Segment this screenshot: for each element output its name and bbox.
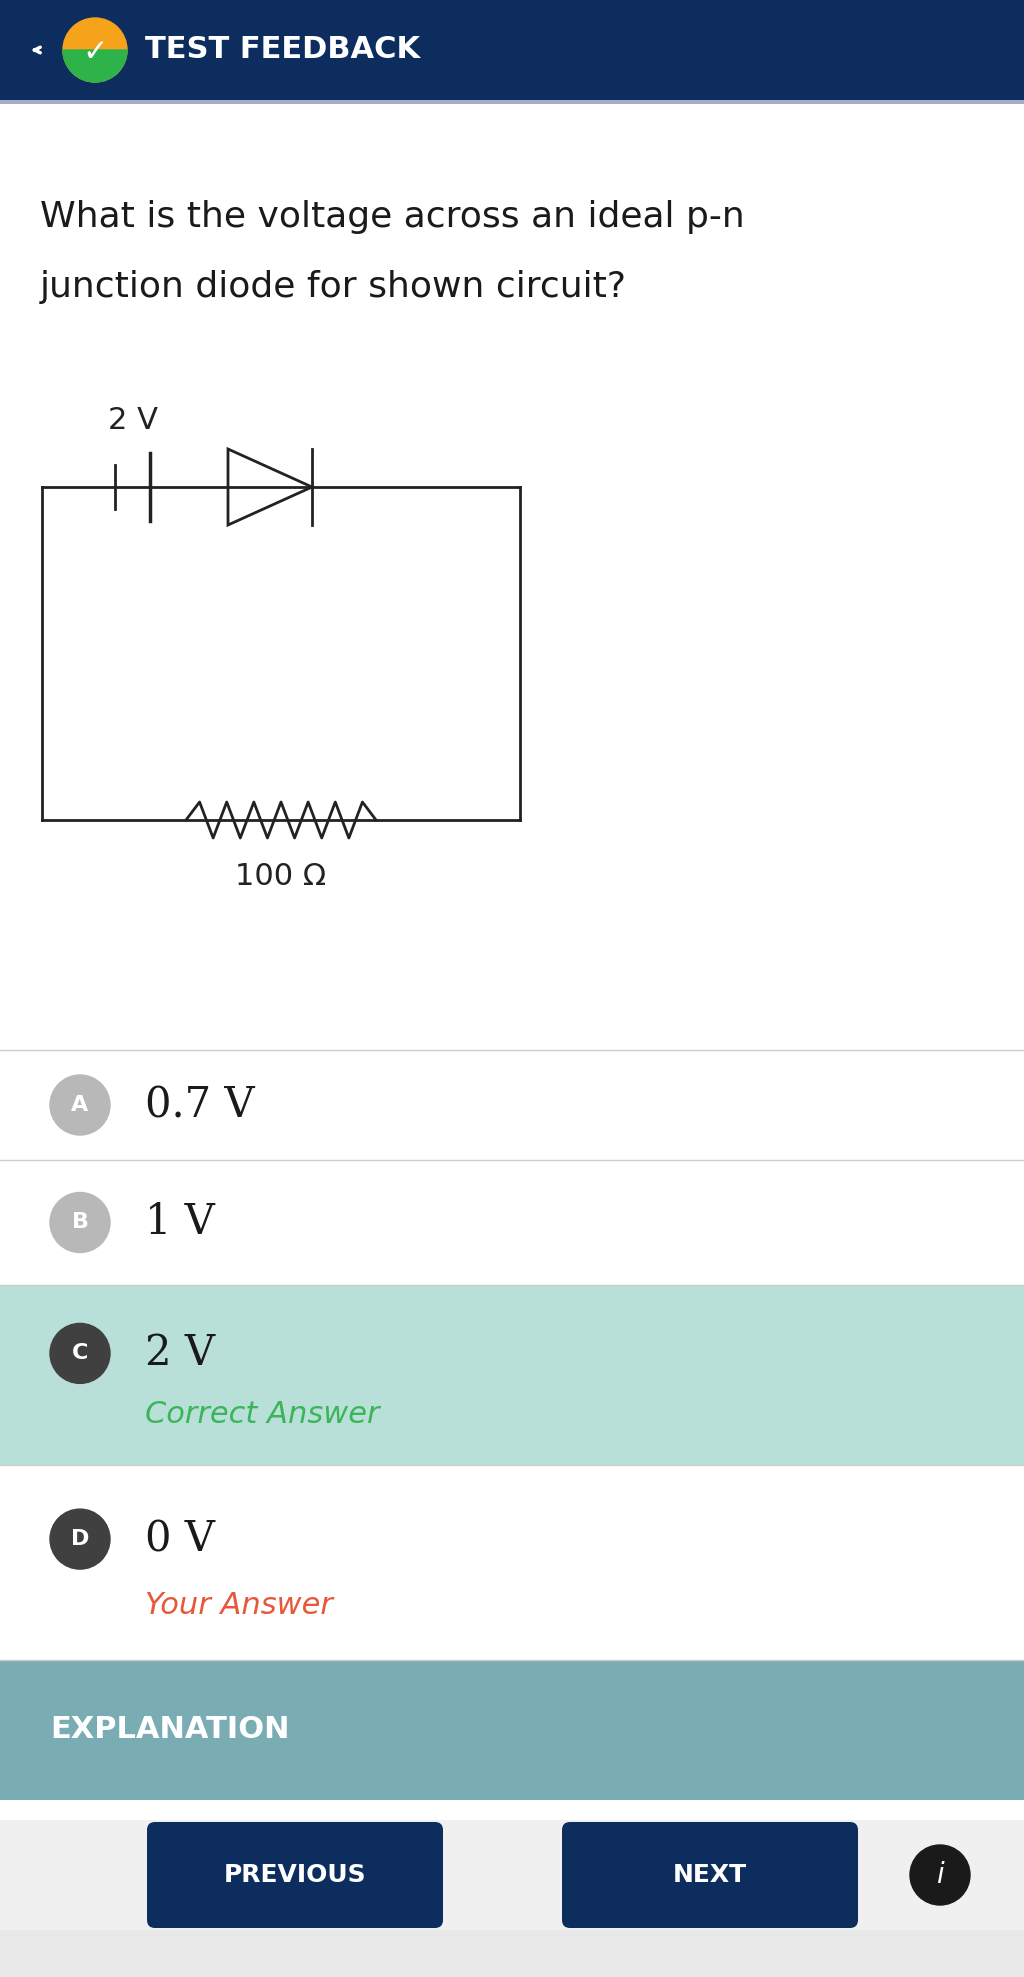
Circle shape: [63, 18, 127, 81]
Circle shape: [50, 1323, 110, 1384]
Text: ✓: ✓: [82, 38, 108, 67]
Text: TEST FEEDBACK: TEST FEEDBACK: [145, 36, 420, 65]
Text: 2 V: 2 V: [108, 405, 158, 435]
Text: 0 V: 0 V: [145, 1518, 215, 1560]
FancyBboxPatch shape: [147, 1823, 443, 1928]
FancyBboxPatch shape: [0, 1821, 1024, 1930]
Text: PREVIOUS: PREVIOUS: [223, 1862, 367, 1886]
FancyBboxPatch shape: [0, 101, 1024, 105]
Text: 1 V: 1 V: [145, 1202, 215, 1244]
Circle shape: [50, 1192, 110, 1253]
Text: NEXT: NEXT: [673, 1862, 748, 1886]
FancyBboxPatch shape: [0, 1050, 1024, 1160]
FancyBboxPatch shape: [0, 1285, 1024, 1465]
Text: Your Answer: Your Answer: [145, 1591, 333, 1619]
Text: 100 Ω: 100 Ω: [236, 862, 327, 892]
Text: B: B: [72, 1212, 88, 1232]
Circle shape: [50, 1508, 110, 1570]
FancyBboxPatch shape: [0, 1465, 1024, 1661]
FancyBboxPatch shape: [0, 1661, 1024, 1799]
Text: Correct Answer: Correct Answer: [145, 1400, 380, 1429]
FancyBboxPatch shape: [0, 1930, 1024, 1977]
Text: C: C: [72, 1344, 88, 1364]
FancyBboxPatch shape: [0, 0, 1024, 101]
Text: A: A: [72, 1095, 89, 1115]
Text: 2 V: 2 V: [145, 1332, 215, 1374]
Text: EXPLANATION: EXPLANATION: [50, 1716, 290, 1744]
Circle shape: [50, 1075, 110, 1135]
Circle shape: [910, 1845, 970, 1906]
FancyBboxPatch shape: [562, 1823, 858, 1928]
Text: junction diode for shown circuit?: junction diode for shown circuit?: [40, 271, 627, 304]
Text: D: D: [71, 1528, 89, 1550]
Text: 0.7 V: 0.7 V: [145, 1083, 255, 1127]
Text: i: i: [936, 1860, 944, 1888]
Text: What is the voltage across an ideal p-n: What is the voltage across an ideal p-n: [40, 200, 744, 233]
FancyBboxPatch shape: [0, 1160, 1024, 1285]
FancyBboxPatch shape: [0, 105, 1024, 1977]
Wedge shape: [63, 49, 127, 81]
